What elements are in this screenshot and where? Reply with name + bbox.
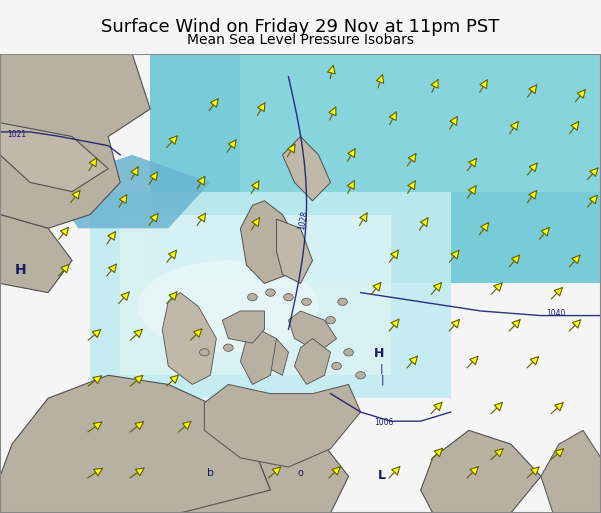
Polygon shape (421, 430, 541, 513)
Circle shape (326, 317, 335, 324)
Text: 1021: 1021 (7, 130, 26, 140)
Text: |: | (380, 374, 384, 385)
Polygon shape (240, 201, 300, 283)
Polygon shape (541, 430, 601, 513)
Polygon shape (48, 155, 210, 228)
Bar (120, 214, 391, 376)
Circle shape (338, 298, 347, 305)
Polygon shape (0, 376, 270, 513)
Polygon shape (204, 384, 361, 467)
Bar (150, 54, 601, 283)
Polygon shape (222, 311, 264, 343)
Polygon shape (282, 136, 331, 201)
Circle shape (224, 344, 233, 351)
Bar (90, 192, 451, 398)
Text: H: H (373, 347, 384, 360)
Circle shape (200, 349, 209, 356)
Circle shape (302, 298, 311, 305)
Text: L: L (377, 469, 386, 482)
Text: 1006: 1006 (374, 418, 393, 427)
Text: |: | (380, 363, 383, 373)
Text: 1040: 1040 (546, 309, 565, 318)
Polygon shape (288, 311, 337, 352)
Circle shape (266, 289, 275, 297)
Text: b: b (207, 467, 214, 478)
Polygon shape (240, 329, 276, 384)
Bar (240, 54, 601, 192)
Text: o: o (297, 467, 304, 478)
Text: H: H (15, 263, 27, 277)
Polygon shape (276, 219, 313, 283)
Polygon shape (0, 214, 72, 292)
Circle shape (344, 349, 353, 356)
Circle shape (332, 362, 341, 370)
Polygon shape (0, 123, 108, 192)
Text: Mean Sea Level Pressure Isobars: Mean Sea Level Pressure Isobars (187, 33, 414, 47)
Polygon shape (162, 292, 216, 384)
Polygon shape (180, 412, 349, 513)
Circle shape (284, 293, 293, 301)
Circle shape (248, 293, 257, 301)
Polygon shape (0, 54, 150, 228)
Polygon shape (264, 339, 288, 376)
Polygon shape (294, 339, 331, 384)
Text: 1028: 1028 (297, 210, 310, 230)
Ellipse shape (138, 261, 319, 352)
Circle shape (356, 371, 365, 379)
Text: Surface Wind on Friday 29 Nov at 11pm PST: Surface Wind on Friday 29 Nov at 11pm PS… (102, 18, 499, 36)
